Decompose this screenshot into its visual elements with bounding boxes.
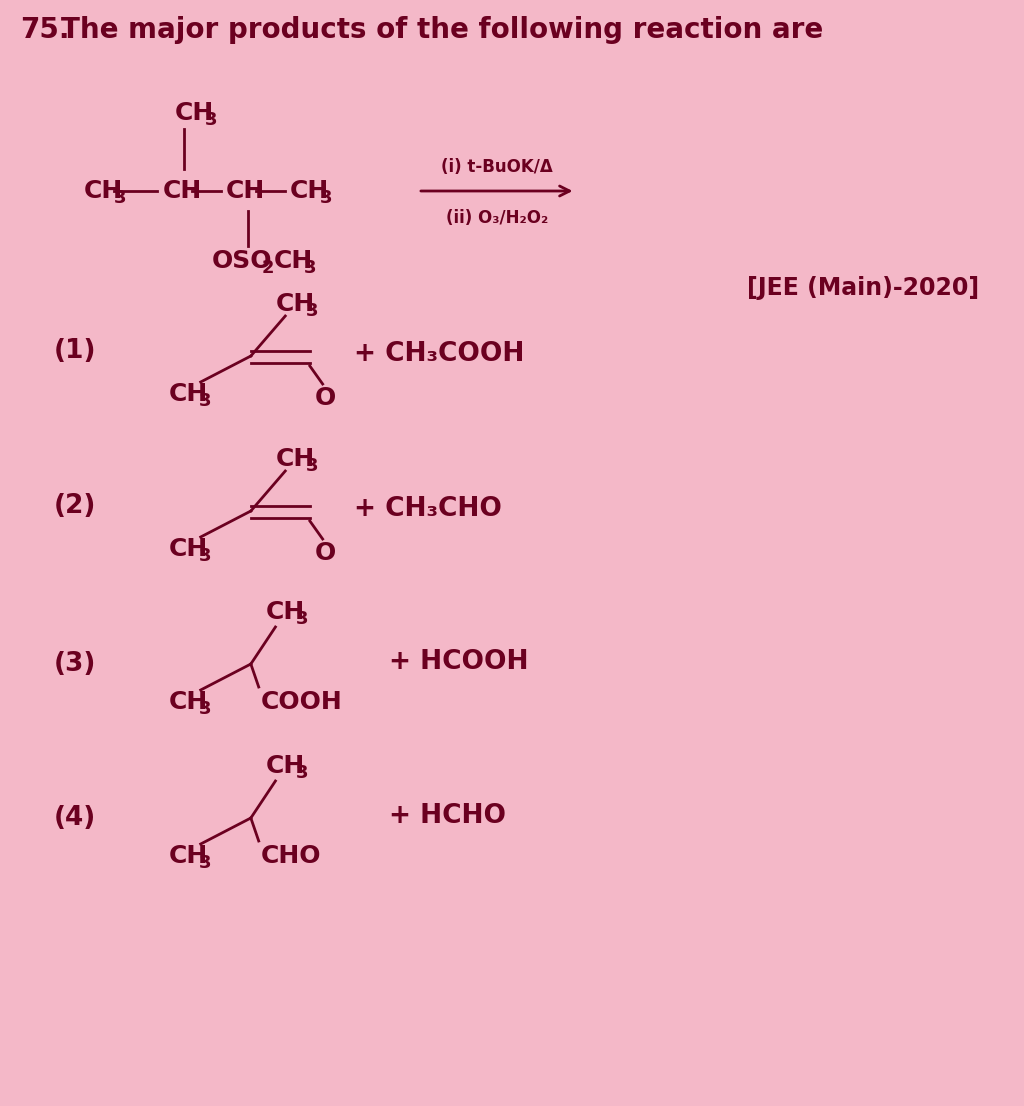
Text: 3: 3 bbox=[114, 189, 126, 207]
Text: 3: 3 bbox=[296, 611, 308, 628]
Text: + HCOOH: + HCOOH bbox=[388, 649, 528, 675]
Text: CH: CH bbox=[265, 599, 305, 624]
Text: CH: CH bbox=[273, 249, 312, 273]
Text: (3): (3) bbox=[54, 651, 96, 677]
Text: CH: CH bbox=[163, 179, 202, 204]
Text: 3: 3 bbox=[296, 764, 308, 782]
Text: + HCHO: + HCHO bbox=[388, 803, 506, 830]
Text: (4): (4) bbox=[54, 805, 96, 831]
Text: (ii) O₃/H₂O₂: (ii) O₃/H₂O₂ bbox=[445, 209, 548, 227]
Text: CH: CH bbox=[275, 292, 314, 316]
Text: CH: CH bbox=[169, 690, 209, 714]
Text: 3: 3 bbox=[305, 302, 317, 320]
Text: 3: 3 bbox=[305, 457, 317, 474]
Text: 3: 3 bbox=[200, 854, 212, 872]
Text: CH: CH bbox=[169, 844, 209, 868]
Text: [JEE (Main)-2020]: [JEE (Main)-2020] bbox=[746, 276, 979, 300]
Text: 3: 3 bbox=[200, 392, 212, 410]
Text: CH: CH bbox=[169, 382, 209, 406]
Text: CH: CH bbox=[175, 101, 214, 125]
Text: CHO: CHO bbox=[261, 844, 322, 868]
Text: The major products of the following reaction are: The major products of the following reac… bbox=[61, 15, 823, 44]
Text: (i) t-BuOK/Δ: (i) t-BuOK/Δ bbox=[441, 158, 553, 176]
Text: OSO: OSO bbox=[212, 249, 272, 273]
Text: 3: 3 bbox=[205, 111, 217, 129]
Text: CH: CH bbox=[84, 179, 123, 204]
Text: O: O bbox=[314, 541, 336, 565]
Text: CH: CH bbox=[226, 179, 265, 204]
Text: 3: 3 bbox=[303, 259, 316, 276]
Text: COOH: COOH bbox=[261, 690, 342, 714]
Text: 3: 3 bbox=[321, 189, 333, 207]
Text: + CH₃COOH: + CH₃COOH bbox=[354, 341, 524, 367]
Text: CH: CH bbox=[265, 754, 305, 778]
Text: (2): (2) bbox=[54, 493, 96, 519]
Text: 2: 2 bbox=[262, 259, 274, 276]
Text: 3: 3 bbox=[200, 547, 212, 565]
Text: (1): (1) bbox=[54, 338, 96, 364]
Text: CH: CH bbox=[169, 538, 209, 561]
Text: CH: CH bbox=[290, 179, 330, 204]
Text: 75.: 75. bbox=[19, 15, 70, 44]
Text: CH: CH bbox=[275, 447, 314, 471]
Text: + CH₃CHO: + CH₃CHO bbox=[354, 495, 502, 522]
Text: 3: 3 bbox=[200, 700, 212, 718]
Text: O: O bbox=[314, 386, 336, 410]
